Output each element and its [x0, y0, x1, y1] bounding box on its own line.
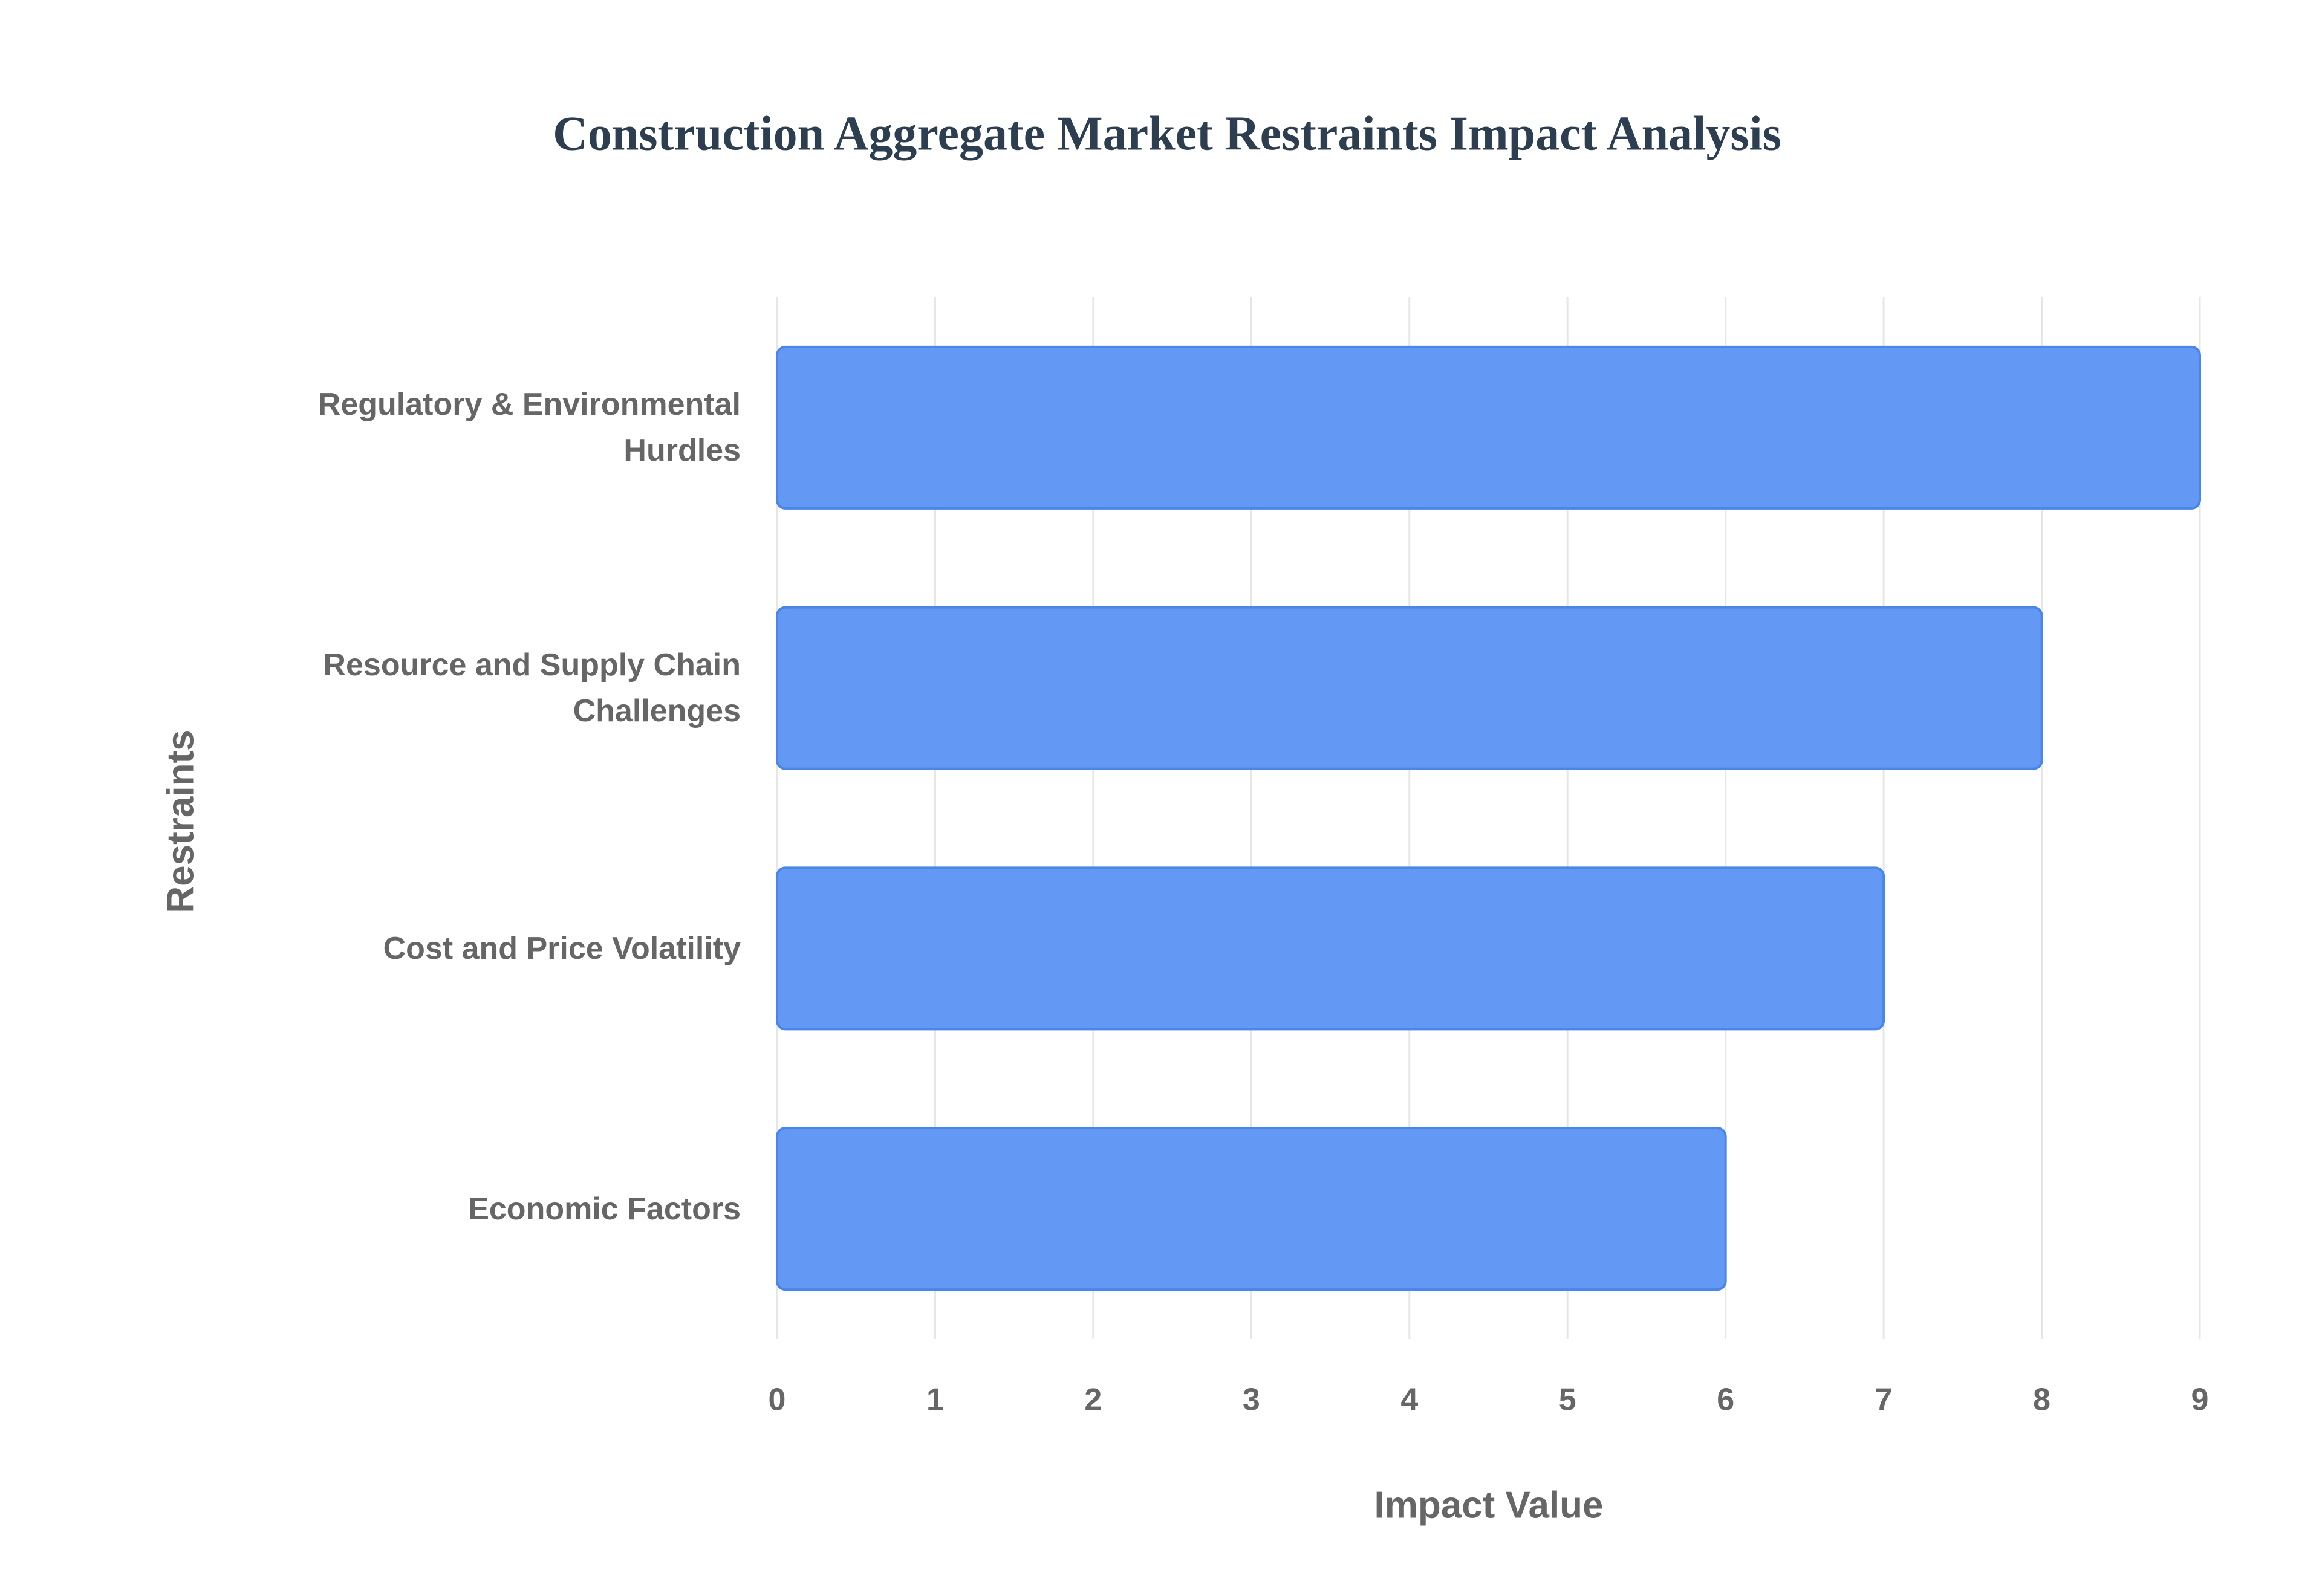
y-axis-title: Restraints [160, 730, 201, 913]
x-axis-title: Impact Value [1374, 1484, 1603, 1526]
bar [776, 1127, 1727, 1291]
y-tick-label: Economic Factors [468, 1191, 741, 1227]
x-tick-label: 7 [1875, 1383, 1893, 1418]
y-tick-label: Cost and Price Volatility [383, 930, 741, 966]
y-tick-label: Regulatory & Environmental Hurdles [317, 387, 741, 469]
bar [776, 606, 2043, 770]
x-tick-label: 6 [1717, 1383, 1734, 1418]
y-tick-label: Resource and Supply Chain Challenges [323, 647, 741, 729]
x-tick-label: 8 [2033, 1383, 2050, 1418]
x-tick-label: 0 [769, 1383, 786, 1418]
x-tick-label: 1 [926, 1383, 944, 1418]
x-tick-label: 9 [2191, 1383, 2209, 1418]
x-tick-label: 3 [1243, 1383, 1260, 1418]
x-tick-label: 5 [1559, 1383, 1576, 1418]
x-tick-label: 2 [1084, 1383, 1102, 1418]
chart-title: Construction Aggregate Market Restraints… [553, 107, 1781, 160]
x-tick-label: 4 [1400, 1383, 1418, 1418]
bar [776, 866, 1885, 1031]
bar [776, 345, 2201, 510]
